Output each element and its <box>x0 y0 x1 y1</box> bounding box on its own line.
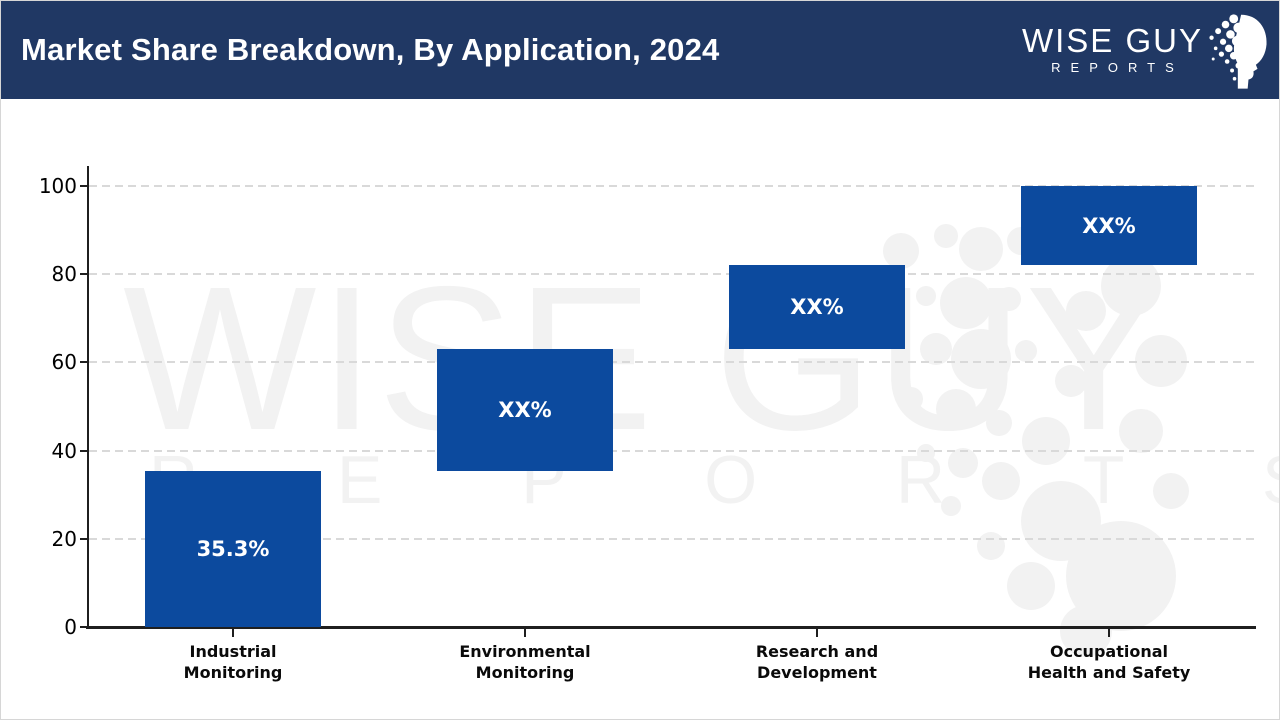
x-category-label-3: Research and Development <box>755 642 879 682</box>
bar-segment-1: 35.3% <box>145 471 321 627</box>
x-tick-3 <box>816 629 818 637</box>
bar-value-label-1: 35.3% <box>196 537 270 562</box>
bar-segment-2: XX% <box>437 349 613 472</box>
y-tick-label-60: 60 <box>51 350 77 375</box>
x-category-label-2: Environmental Monitoring <box>459 642 591 682</box>
y-tick-80 <box>80 273 87 276</box>
y-tick-label-20: 20 <box>51 526 77 551</box>
x-category-label-1: Industrial Monitoring <box>183 642 283 682</box>
y-tick-label-40: 40 <box>51 438 77 463</box>
y-tick-label-80: 80 <box>51 262 77 287</box>
gridline-80 <box>89 273 1255 276</box>
x-tick-2 <box>524 629 526 637</box>
logo-head-icon <box>1209 14 1267 89</box>
y-tick-0 <box>80 626 87 628</box>
y-tick-60 <box>80 361 87 364</box>
y-tick-label-0: 0 <box>64 615 77 639</box>
y-tick-40 <box>80 449 87 452</box>
bar-segment-3: XX% <box>729 265 905 350</box>
page-title: Market Share Breakdown, By Application, … <box>21 32 720 67</box>
y-tick-label-100: 100 <box>38 174 77 198</box>
gridline-60 <box>89 361 1255 364</box>
bar-value-label-2: XX% <box>498 398 552 423</box>
bar-segment-4: XX% <box>1021 186 1197 266</box>
logo-brand-sub: REPORTS <box>1051 60 1184 75</box>
gridline-100 <box>89 185 1255 187</box>
y-tick-100 <box>80 185 87 187</box>
logo-wordmark: WISE GUY REPORTS <box>1022 24 1203 76</box>
wise-guy-logo: WISE GUY REPORTS <box>1022 1 1269 99</box>
bar-value-label-4: XX% <box>1082 213 1136 238</box>
logo-brand-name: WISE GUY <box>1021 22 1203 59</box>
header-band: Market Share Breakdown, By Application, … <box>1 1 1279 99</box>
gridline-20 <box>89 537 1255 540</box>
x-category-label-4: Occupational Health and Safety <box>1027 642 1191 682</box>
x-axis-line <box>86 626 1256 629</box>
gridline-40 <box>89 449 1255 452</box>
y-axis-line <box>87 166 89 629</box>
y-tick-20 <box>80 537 87 540</box>
x-tick-4 <box>1108 629 1110 637</box>
bar-value-label-3: XX% <box>790 295 844 320</box>
x-tick-1 <box>232 629 234 637</box>
